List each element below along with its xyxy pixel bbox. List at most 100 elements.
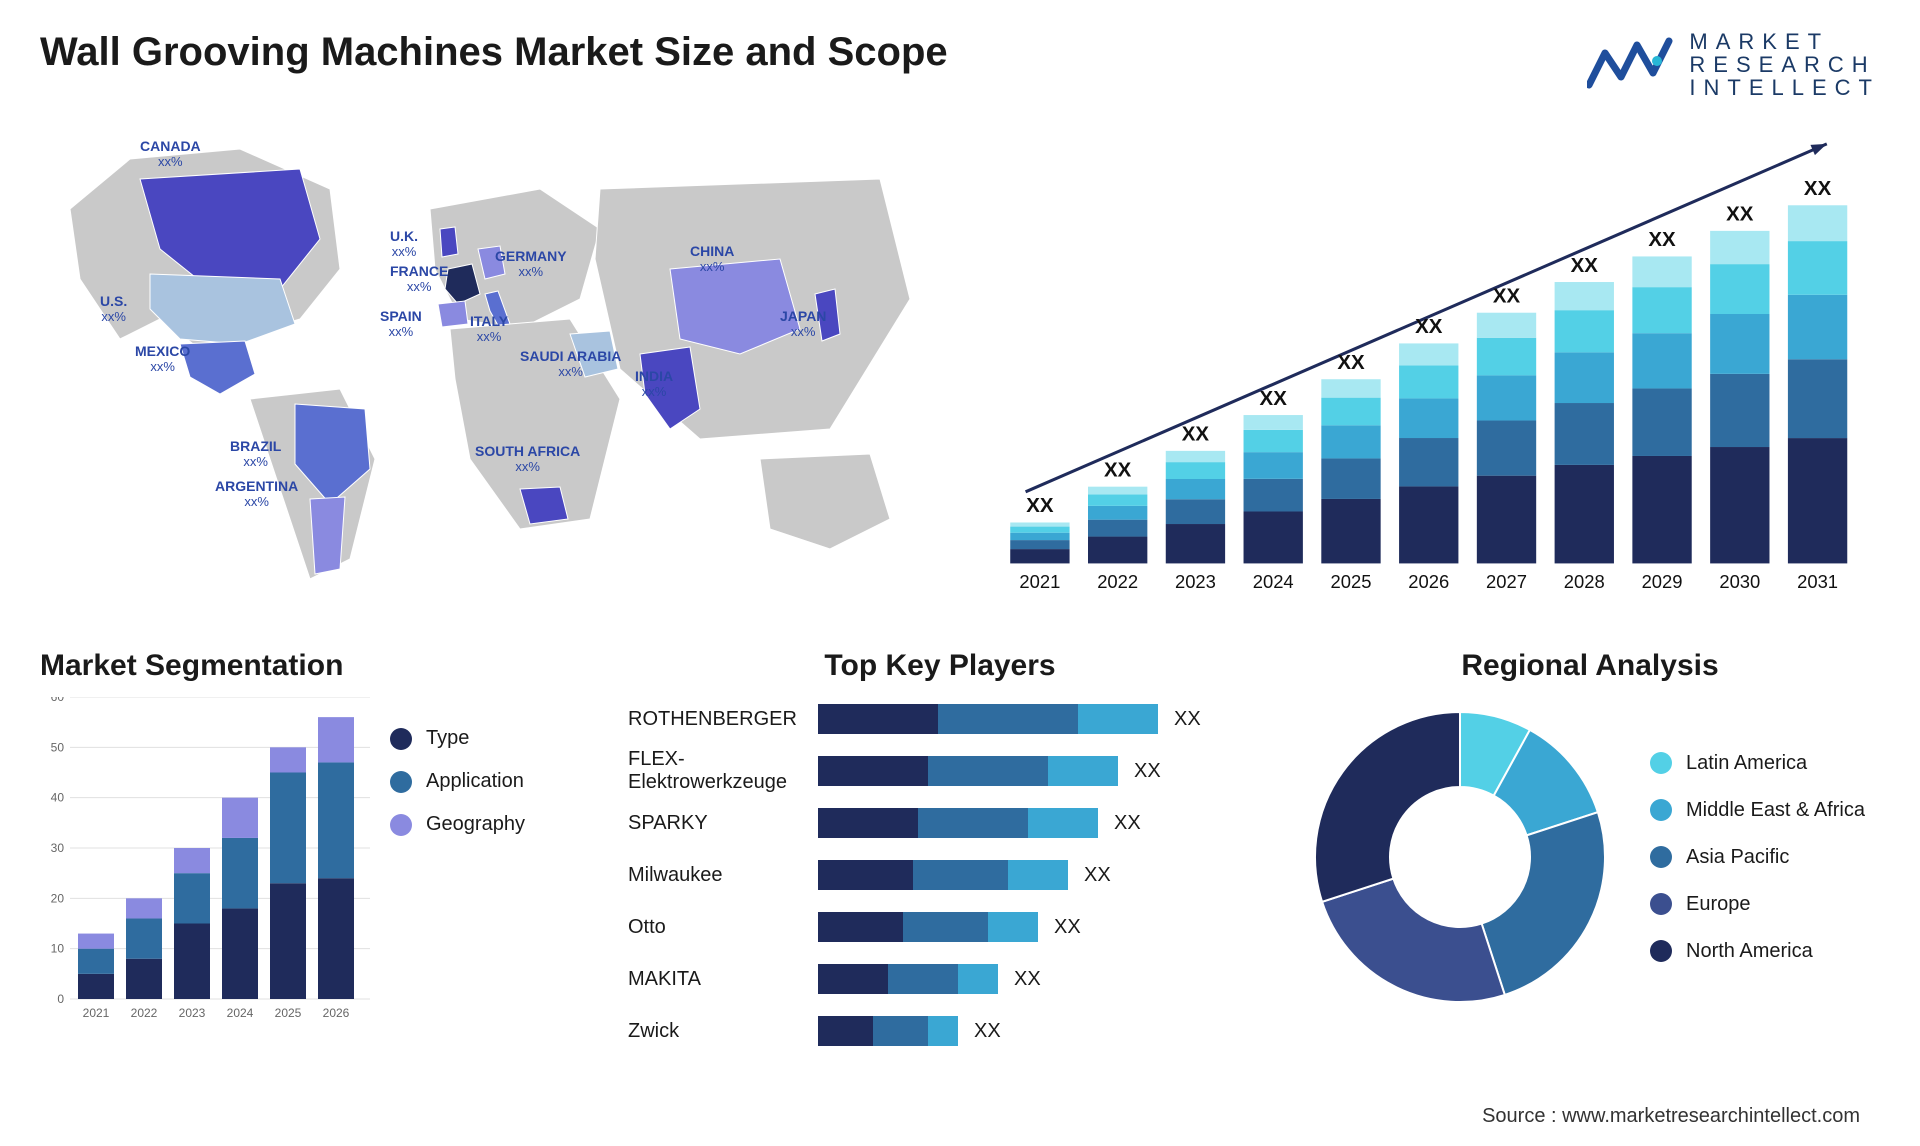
- players-panel: Top Key Players ROTHENBERGERXXFLEX-Elekt…: [620, 649, 1260, 1079]
- segmentation-panel: Market Segmentation 01020304050602021202…: [40, 649, 580, 1079]
- player-row: Otto XX: [628, 905, 1260, 949]
- player-bar: [818, 704, 1158, 734]
- svg-text:20: 20: [51, 892, 65, 906]
- player-value: XX: [1114, 812, 1141, 835]
- logo-text: MARKET RESEARCH INTELLECT: [1689, 30, 1880, 99]
- player-value: XX: [1084, 864, 1111, 887]
- map-label-saudi-arabia: SAUDI ARABIAxx%: [520, 349, 621, 379]
- map-label-spain: SPAINxx%: [380, 309, 422, 339]
- player-value: XX: [974, 1020, 1001, 1043]
- seg-legend-geography: Geography: [390, 813, 525, 836]
- svg-text:2028: 2028: [1564, 571, 1605, 592]
- svg-text:50: 50: [51, 741, 65, 755]
- svg-text:XX: XX: [1648, 228, 1676, 251]
- seg-legend-application: Application: [390, 770, 525, 793]
- svg-text:0: 0: [57, 992, 64, 1006]
- svg-text:2022: 2022: [131, 1006, 158, 1020]
- logo-text-1: MARKET: [1689, 30, 1880, 53]
- player-bar: [818, 860, 1068, 890]
- svg-text:30: 30: [51, 841, 65, 855]
- regional-donut: [1300, 697, 1620, 1017]
- logo-mark-icon: [1587, 35, 1677, 95]
- legend-dot-icon: [390, 771, 412, 793]
- map-label-china: CHINAxx%: [690, 244, 734, 274]
- player-name: Otto: [628, 916, 818, 939]
- svg-text:2030: 2030: [1719, 571, 1760, 592]
- player-row: MAKITA XX: [628, 957, 1260, 1001]
- svg-text:XX: XX: [1571, 254, 1599, 277]
- map-label-france: FRANCExx%: [390, 264, 448, 294]
- svg-text:2024: 2024: [227, 1006, 254, 1020]
- logo-text-3: INTELLECT: [1689, 76, 1880, 99]
- player-name: FLEX-Elektrowerkzeuge: [628, 748, 818, 794]
- regional-legend-item: Latin America: [1650, 752, 1865, 775]
- regional-legend-item: North America: [1650, 940, 1865, 963]
- player-bar: [818, 756, 1118, 786]
- svg-text:2023: 2023: [1175, 571, 1216, 592]
- svg-text:2023: 2023: [179, 1006, 206, 1020]
- player-name: MAKITA: [628, 968, 818, 991]
- segmentation-legend: TypeApplicationGeography: [390, 697, 525, 1079]
- regional-legend-item: Middle East & Africa: [1650, 799, 1865, 822]
- regional-legend: Latin AmericaMiddle East & AfricaAsia Pa…: [1650, 752, 1865, 963]
- svg-text:XX: XX: [1260, 387, 1288, 410]
- regional-legend-item: Europe: [1650, 893, 1865, 916]
- map-label-brazil: BRAZILxx%: [230, 439, 281, 469]
- player-bar: [818, 964, 998, 994]
- map-label-germany: GERMANYxx%: [495, 249, 567, 279]
- player-name: ROTHENBERGER: [628, 708, 818, 731]
- players-title: Top Key Players: [620, 649, 1260, 683]
- world-map-panel: CANADAxx%U.S.xx%MEXICOxx%BRAZILxx%ARGENT…: [40, 119, 940, 619]
- regional-panel: Regional Analysis Latin America Middle Ea…: [1300, 649, 1880, 1079]
- logo-text-2: RESEARCH: [1689, 53, 1880, 76]
- legend-dot-icon: [1650, 893, 1672, 915]
- legend-dot-icon: [1650, 752, 1672, 774]
- source-attribution: Source : www.marketresearchintellect.com: [1482, 1105, 1860, 1128]
- segmentation-title: Market Segmentation: [40, 649, 580, 683]
- legend-dot-icon: [1650, 846, 1672, 868]
- player-row: Zwick XX: [628, 1009, 1260, 1053]
- svg-text:2026: 2026: [1408, 571, 1449, 592]
- player-value: XX: [1134, 760, 1161, 783]
- map-label-south-africa: SOUTH AFRICAxx%: [475, 444, 580, 474]
- player-row: Milwaukee XX: [628, 853, 1260, 897]
- svg-text:2025: 2025: [1331, 571, 1372, 592]
- svg-text:XX: XX: [1182, 423, 1210, 446]
- player-name: Milwaukee: [628, 864, 818, 887]
- map-label-mexico: MEXICOxx%: [135, 344, 190, 374]
- svg-text:60: 60: [51, 697, 65, 704]
- svg-text:2021: 2021: [83, 1006, 110, 1020]
- map-label-argentina: ARGENTINAxx%: [215, 479, 298, 509]
- player-value: XX: [1054, 916, 1081, 939]
- player-row: SPARKY XX: [628, 801, 1260, 845]
- svg-text:2026: 2026: [323, 1006, 350, 1020]
- svg-text:2024: 2024: [1253, 571, 1294, 592]
- svg-text:40: 40: [51, 791, 65, 805]
- svg-text:XX: XX: [1415, 315, 1443, 338]
- legend-dot-icon: [390, 728, 412, 750]
- player-name: Zwick: [628, 1020, 818, 1043]
- player-bar: [818, 1016, 958, 1046]
- player-value: XX: [1174, 708, 1201, 731]
- svg-text:2022: 2022: [1097, 571, 1138, 592]
- growth-chart-panel: XX 2021 XX 2022 XX 2023 XX 2024 XX 2025 XX 2026 XX 20…: [1000, 119, 1880, 619]
- player-name: SPARKY: [628, 812, 818, 835]
- map-label-u-k-: U.K.xx%: [390, 229, 418, 259]
- player-bar: [818, 808, 1098, 838]
- player-value: XX: [1014, 968, 1041, 991]
- svg-text:XX: XX: [1804, 177, 1832, 200]
- players-list: ROTHENBERGERXXFLEX-ElektrowerkzeugeXXSPA…: [620, 697, 1260, 1053]
- svg-text:2025: 2025: [275, 1006, 302, 1020]
- player-row: ROTHENBERGER XX: [628, 697, 1260, 741]
- svg-text:XX: XX: [1337, 351, 1365, 374]
- legend-dot-icon: [1650, 940, 1672, 962]
- map-label-india: INDIAxx%: [635, 369, 673, 399]
- map-label-italy: ITALYxx%: [470, 314, 508, 344]
- svg-text:XX: XX: [1026, 495, 1054, 518]
- svg-text:2029: 2029: [1642, 571, 1683, 592]
- map-label-japan: JAPANxx%: [780, 309, 826, 339]
- svg-text:2021: 2021: [1019, 571, 1060, 592]
- player-row: FLEX-Elektrowerkzeuge XX: [628, 749, 1260, 793]
- legend-dot-icon: [1650, 799, 1672, 821]
- regional-title: Regional Analysis: [1300, 649, 1880, 683]
